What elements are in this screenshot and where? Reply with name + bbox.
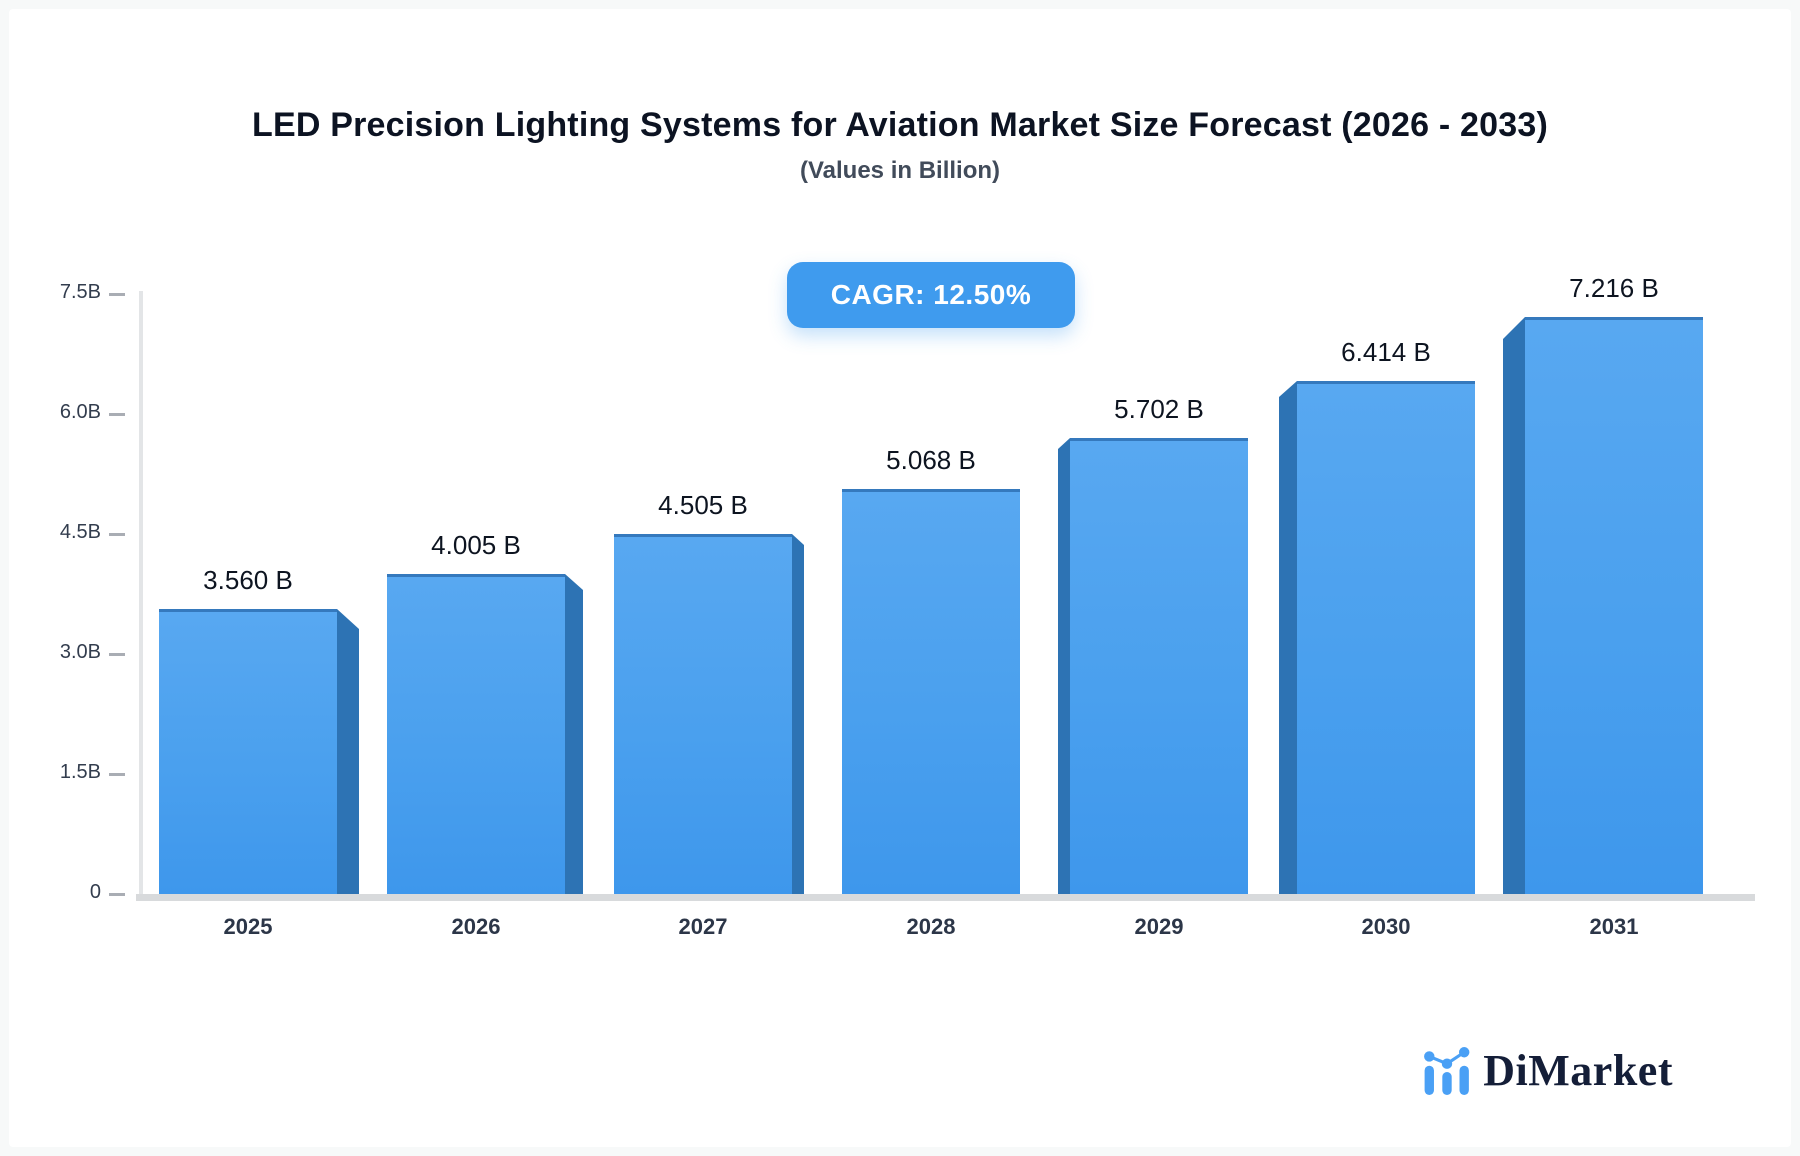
bar-value-label-2027: 4.505 B	[658, 490, 748, 520]
brand-name: DiMarket	[1483, 1046, 1673, 1095]
bar-2028	[842, 489, 1020, 894]
bar-2029	[1070, 438, 1248, 894]
bar-2030	[1297, 381, 1475, 894]
x-axis-baseline	[136, 894, 1755, 901]
brand-watermark: DiMarket	[1423, 1045, 1673, 1096]
x-axis-label-2027: 2027	[678, 914, 728, 939]
x-axis-label-2029: 2029	[1134, 914, 1184, 939]
x-axis-label-2028: 2028	[906, 914, 956, 939]
y-tick-label: 4.5B	[59, 521, 101, 543]
x-axis-label-2025: 2025	[223, 914, 273, 939]
bar-value-label-2028: 5.068 B	[886, 445, 976, 475]
bar-value-label-2025: 3.560 B	[203, 565, 293, 595]
bar-value-label-2026: 4.005 B	[431, 530, 521, 560]
chart-card: LED Precision Lighting Systems for Aviat…	[9, 9, 1791, 1147]
bar-side-face-2027	[792, 534, 804, 894]
bar-2026	[387, 574, 565, 894]
bar-2031	[1525, 317, 1703, 894]
y-tick-label: 1.5B	[59, 761, 101, 783]
y-tick-mark	[109, 533, 125, 536]
cagr-badge: CAGR: 12.50%	[787, 262, 1075, 328]
bar-side-face-2025	[337, 609, 359, 894]
y-tick-mark	[109, 293, 125, 296]
bar-side-face-2031	[1503, 317, 1525, 894]
y-tick-mark	[109, 893, 125, 896]
x-axis-label-2030: 2030	[1361, 914, 1411, 939]
chart-subtitle: (Values in Billion)	[799, 157, 1001, 184]
bar-2027	[614, 534, 792, 894]
x-axis-label-2031: 2031	[1589, 914, 1639, 939]
y-tick-label: 0	[89, 881, 101, 903]
y-tick-label: 7.5B	[59, 281, 101, 303]
y-tick-label: 6.0B	[59, 401, 101, 423]
bar-value-label-2031: 7.216 B	[1569, 273, 1659, 303]
bar-value-label-2030: 6.414 B	[1341, 337, 1431, 367]
y-axis-line	[139, 291, 143, 898]
bar-2025	[159, 609, 337, 894]
bar-side-face-2026	[565, 574, 583, 894]
y-tick-mark	[109, 773, 125, 776]
bar-side-face-2030	[1279, 381, 1297, 894]
x-axis-label-2026: 2026	[451, 914, 501, 939]
cagr-badge-label: CAGR: 12.50%	[830, 279, 1032, 310]
bar-value-label-2029: 5.702 B	[1114, 394, 1204, 424]
chart-title: LED Precision Lighting Systems for Aviat…	[251, 106, 1549, 144]
bar-side-face-2029	[1058, 438, 1070, 894]
y-tick-label: 3.0B	[59, 641, 101, 663]
y-tick-mark	[109, 413, 125, 416]
y-tick-mark	[109, 653, 125, 656]
bar-chart-logo-icon	[1423, 1046, 1471, 1096]
